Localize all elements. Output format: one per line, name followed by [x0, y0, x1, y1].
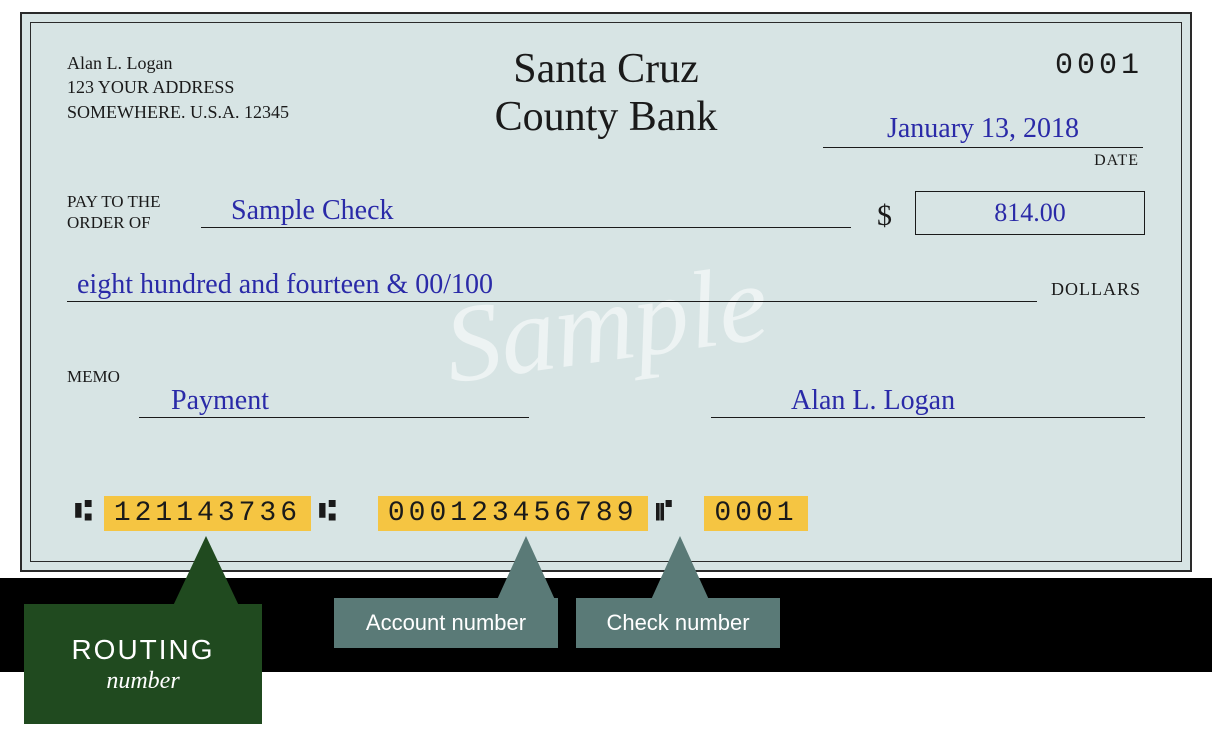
check-container: Sample Alan L. Logan 123 YOUR ADDRESS SO… — [20, 12, 1192, 572]
pay-to-label-line2: ORDER OF — [67, 212, 161, 233]
amount-box: 814.00 — [915, 191, 1145, 235]
memo-line — [139, 417, 529, 418]
signature-value: Alan L. Logan — [791, 385, 955, 417]
micr-row: ⑆ 121143736 ⑆ 000123456789 ⑈ 0001 — [67, 496, 808, 531]
micr-symbol-routing-end: ⑆ — [319, 498, 340, 529]
pay-to-value: Sample Check — [231, 195, 394, 227]
check-number-micr: 0001 — [704, 496, 807, 531]
routing-callout-label-big: ROUTING — [71, 634, 214, 666]
routing-number: 121143736 — [104, 496, 311, 531]
account-callout: Account number — [334, 598, 558, 648]
memo-label: MEMO — [67, 367, 120, 387]
check-inner-border: Sample Alan L. Logan 123 YOUR ADDRESS SO… — [30, 22, 1182, 562]
routing-callout-pointer — [172, 536, 240, 608]
signature-line — [711, 417, 1145, 418]
bank-name: Santa Cruz County Bank — [495, 45, 718, 142]
date-label: DATE — [823, 152, 1143, 170]
date-area: January 13, 2018 DATE — [823, 113, 1143, 170]
check-number-top: 0001 — [1055, 49, 1143, 83]
sample-watermark: Sample — [437, 239, 775, 410]
bank-name-line2: County Bank — [495, 93, 718, 141]
routing-callout: ROUTING number — [24, 604, 262, 724]
payer-name: Alan L. Logan — [67, 51, 289, 75]
bank-name-line1: Santa Cruz — [495, 45, 718, 93]
memo-value: Payment — [171, 385, 269, 417]
date-value: January 13, 2018 — [823, 113, 1143, 148]
account-number: 000123456789 — [378, 496, 648, 531]
payer-address-block: Alan L. Logan 123 YOUR ADDRESS SOMEWHERE… — [67, 51, 289, 124]
pay-to-label-line1: PAY TO THE — [67, 191, 161, 212]
check-callout: Check number — [576, 598, 780, 648]
dollars-label: DOLLARS — [1051, 279, 1141, 300]
routing-callout-label-small: number — [106, 668, 179, 695]
micr-symbol-routing-start: ⑆ — [75, 498, 96, 529]
dollar-sign: $ — [877, 199, 892, 233]
amount-words-line — [67, 301, 1037, 302]
payer-address-line1: 123 YOUR ADDRESS — [67, 75, 289, 99]
check-callout-pointer — [650, 536, 710, 602]
micr-symbol-account-end: ⑈ — [656, 498, 677, 529]
payer-address-line2: SOMEWHERE. U.S.A. 12345 — [67, 100, 289, 124]
amount-words: eight hundred and fourteen & 00/100 — [77, 269, 493, 301]
pay-to-label: PAY TO THE ORDER OF — [67, 191, 161, 234]
pay-to-line — [201, 227, 851, 228]
account-callout-pointer — [496, 536, 556, 602]
